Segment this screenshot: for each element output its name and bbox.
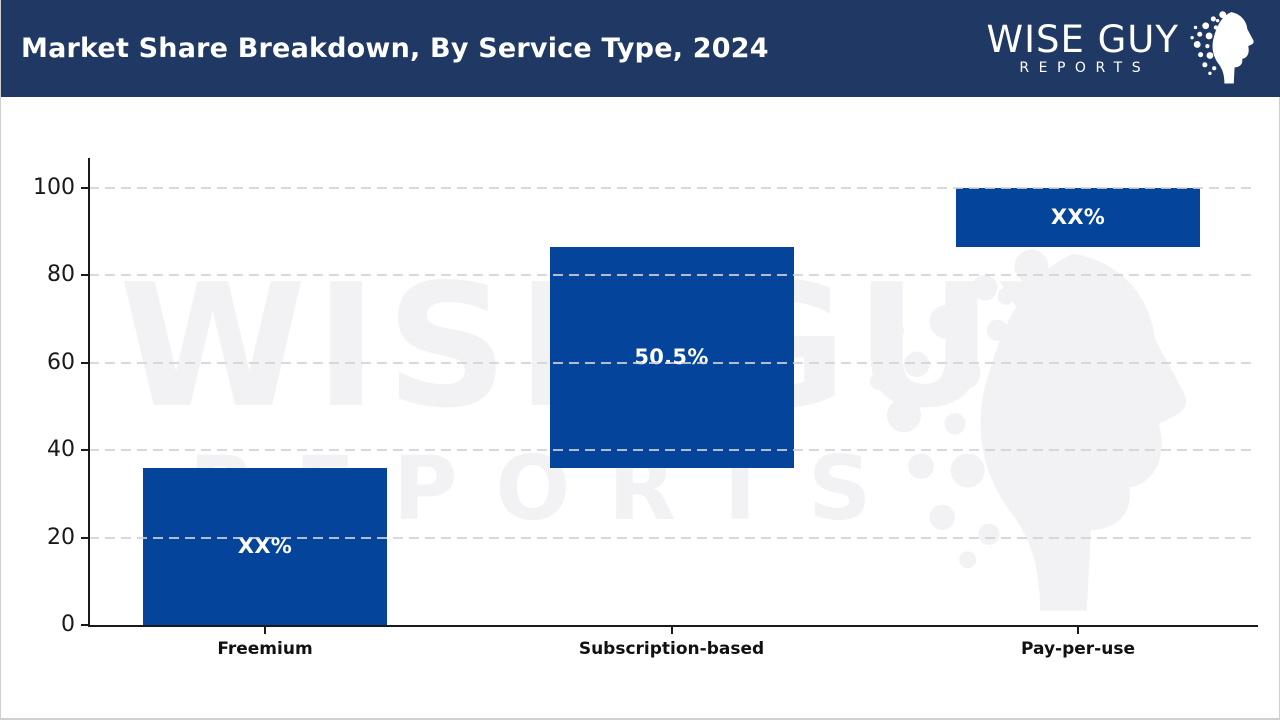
y-tick-mark xyxy=(81,624,89,626)
x-axis-line xyxy=(88,625,1258,627)
y-tick-mark xyxy=(81,536,89,539)
bar-value-label: XX% xyxy=(1050,205,1106,230)
logo-wordmark: WISE GUY xyxy=(986,17,1179,61)
bar-value-label: 50.5% xyxy=(634,345,709,370)
x-axis-category-label: Subscription-based xyxy=(578,639,765,659)
y-tick-mark xyxy=(81,186,89,189)
y-tick-mark xyxy=(81,361,89,364)
gridline-20 xyxy=(89,536,1257,539)
bar-freemium: XX% xyxy=(143,467,387,625)
y-axis-line xyxy=(88,158,90,627)
gridline-100 xyxy=(89,186,1257,189)
x-axis-category-label: Freemium xyxy=(217,639,313,659)
y-tick-label: 60 xyxy=(47,349,75,375)
x-tick-mark xyxy=(670,627,673,634)
x-axis-category-label: Pay-per-use xyxy=(1021,639,1135,659)
watermark-head-icon xyxy=(853,228,1193,632)
y-tick-mark xyxy=(81,274,89,276)
y-tick-label: 100 xyxy=(33,174,75,200)
header-bar: Market Share Breakdown, By Service Type,… xyxy=(1,0,1280,97)
x-tick-mark xyxy=(1077,627,1079,634)
bar-subscription-based: 50.5% xyxy=(549,246,794,468)
logo-head-icon xyxy=(1187,7,1255,91)
gridline-80 xyxy=(89,274,1257,276)
bar-pay-per-use: XX% xyxy=(956,187,1200,247)
y-tick-label: 80 xyxy=(47,262,75,287)
y-tick-mark xyxy=(81,449,89,451)
page-title: Market Share Breakdown, By Service Type,… xyxy=(21,33,769,64)
wise-guy-logo: WISE GUY REPORTS xyxy=(987,7,1255,91)
logo-text: WISE GUY REPORTS xyxy=(986,17,1179,77)
gridline-40 xyxy=(89,449,1257,451)
x-tick-mark xyxy=(264,627,266,634)
gridline-60 xyxy=(89,361,1257,364)
y-tick-label: 0 xyxy=(61,612,75,637)
logo-subtitle: REPORTS xyxy=(1019,60,1151,77)
y-tick-label: 40 xyxy=(47,437,75,462)
y-tick-label: 20 xyxy=(47,524,75,550)
